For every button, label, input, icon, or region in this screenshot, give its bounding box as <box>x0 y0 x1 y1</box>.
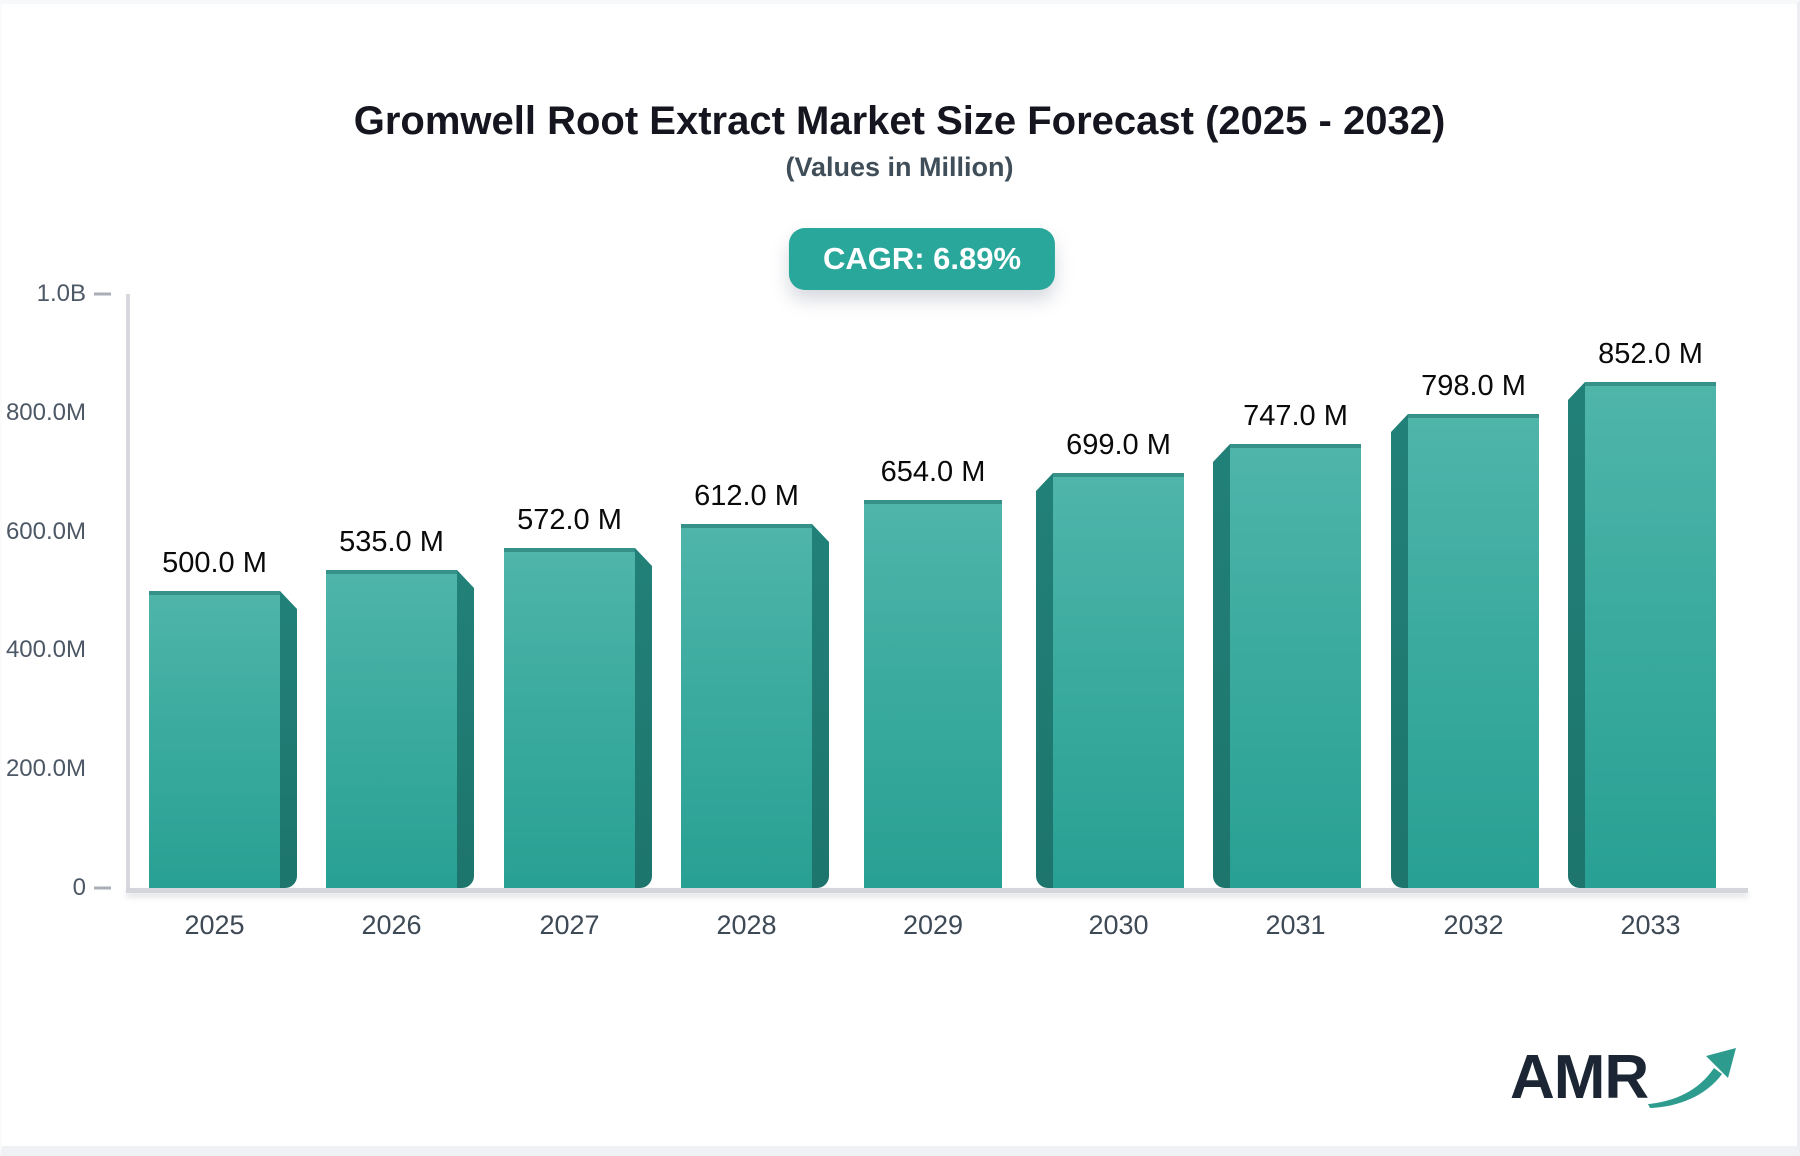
y-axis-tick-label: 200.0M <box>5 755 86 783</box>
bar-side-face <box>635 566 652 888</box>
bar-side-face <box>812 542 829 888</box>
bar-value-label: 572.0 M <box>517 504 622 536</box>
growth-arrow-icon <box>1648 1048 1736 1108</box>
bar-2028[interactable] <box>681 524 829 888</box>
bar-side-face <box>1391 432 1408 888</box>
x-axis-label-2028: 2028 <box>716 910 777 940</box>
bar-value-label: 500.0 M <box>162 547 267 579</box>
bar-face <box>1230 444 1361 888</box>
cagr-badge: CAGR: 6.89% <box>788 228 1056 290</box>
bar-value-label: 699.0 M <box>1066 429 1171 461</box>
bar-top-chamfer <box>1568 382 1585 400</box>
bar-face <box>681 524 812 888</box>
bar-value-label: 747.0 M <box>1243 400 1348 432</box>
bar-2025[interactable] <box>149 591 297 888</box>
bar-face <box>149 591 280 888</box>
bar-face <box>1053 473 1184 888</box>
x-axis-line <box>126 888 1748 893</box>
bar-2031[interactable] <box>1213 444 1361 888</box>
bar-top-chamfer <box>635 548 652 566</box>
bar-side-face <box>1036 491 1053 888</box>
y-axis-tick-label: 600.0M <box>5 517 86 545</box>
y-axis-tick-label: 800.0M <box>5 398 86 426</box>
bar-top-chamfer <box>457 570 474 588</box>
bar-2030[interactable] <box>1036 473 1184 888</box>
bar-side-face <box>280 609 297 888</box>
bar-2026[interactable] <box>326 570 474 888</box>
x-axis-label-2032: 2032 <box>1443 910 1504 940</box>
x-axis-label-2033: 2033 <box>1620 910 1681 940</box>
bar-value-label: 612.0 M <box>694 480 799 512</box>
bar-top-chamfer <box>812 524 829 542</box>
y-axis-tick-mark <box>94 292 111 296</box>
bar-top-chamfer <box>1213 444 1230 462</box>
x-axis-label-2025: 2025 <box>184 910 245 940</box>
y-axis-tick-mark <box>94 886 111 890</box>
bar-2029[interactable] <box>859 500 1007 888</box>
chart-title: Gromwell Root Extract Market Size Foreca… <box>353 99 1446 143</box>
amr-logo-text: AMR <box>1510 1043 1649 1112</box>
bar-value-label: 535.0 M <box>339 526 444 558</box>
bar-value-label: 654.0 M <box>880 456 986 488</box>
bar-side-face <box>457 588 474 888</box>
bar-top-chamfer <box>1391 414 1408 432</box>
y-axis-tick-label: 1.0B <box>36 280 86 307</box>
x-axis-label-2031: 2031 <box>1265 910 1326 940</box>
bar-face <box>326 570 457 888</box>
bar-top-chamfer <box>280 591 297 609</box>
y-axis-line <box>126 294 130 890</box>
chart-subtitle: (Values in Million) <box>785 152 1014 182</box>
bar-side-face <box>1213 462 1230 888</box>
x-axis-label-2030: 2030 <box>1088 910 1149 940</box>
amr-logo: AMR <box>1510 1034 1736 1124</box>
y-axis-tick-label: 400.0M <box>5 636 86 664</box>
bar-2032[interactable] <box>1391 414 1539 888</box>
bar-side-face <box>1568 400 1585 888</box>
bar-face <box>864 500 1002 888</box>
bar-value-label: 798.0 M <box>1421 370 1526 402</box>
bar-face <box>504 548 635 888</box>
bar-top-chamfer <box>1036 473 1053 491</box>
bar-face <box>1585 382 1716 888</box>
bar-value-label: 852.0 M <box>1598 338 1703 370</box>
bar-2027[interactable] <box>504 548 652 888</box>
x-axis-label-2026: 2026 <box>361 910 422 940</box>
bar-2033[interactable] <box>1568 382 1716 888</box>
x-axis-label-2027: 2027 <box>539 910 600 940</box>
y-axis-tick-label: 0 <box>72 874 86 901</box>
bar-face <box>1408 414 1539 888</box>
x-axis-label-2029: 2029 <box>902 910 964 940</box>
